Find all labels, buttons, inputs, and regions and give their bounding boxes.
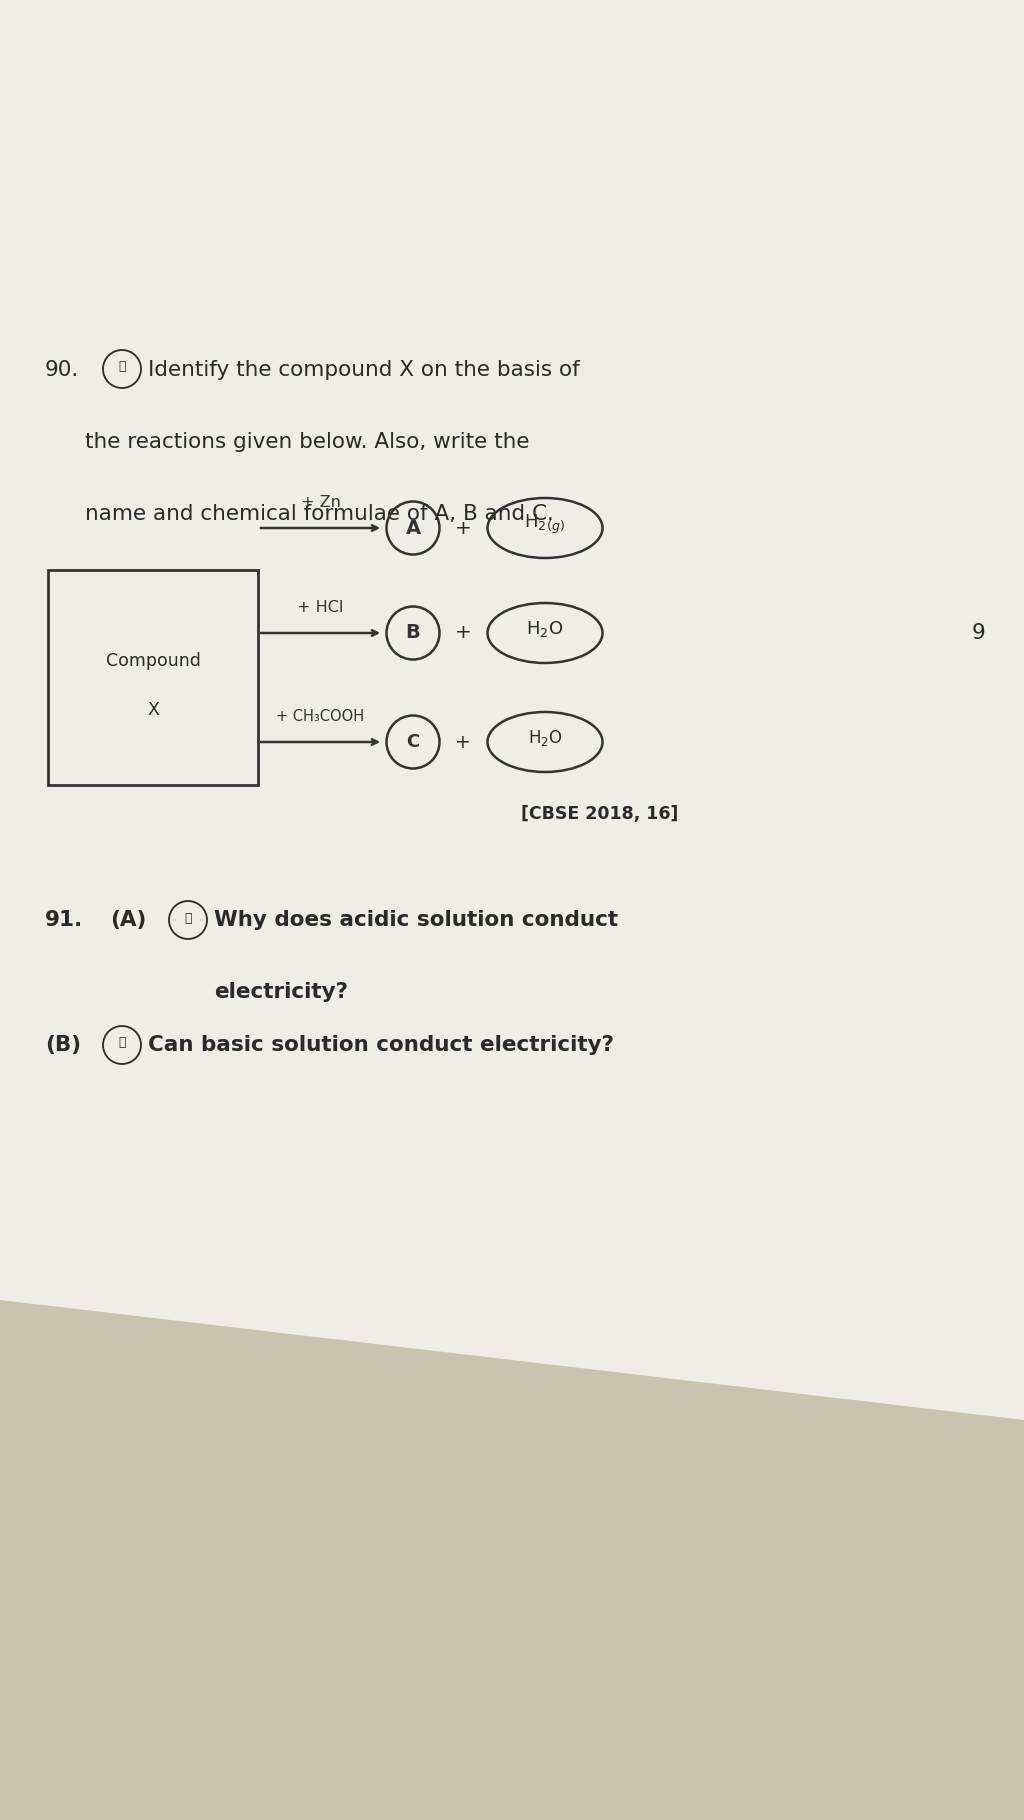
Text: B: B [406,624,421,642]
Text: A: A [406,519,421,537]
Bar [48,570,258,784]
Text: $\mathsf{H_2O}$: $\mathsf{H_2O}$ [527,728,562,748]
Text: 9: 9 [971,622,985,642]
Text: ⓐ: ⓐ [118,360,126,373]
Text: + CH₃COOH: + CH₃COOH [276,710,365,724]
Text: ⓐ: ⓐ [118,1037,126,1050]
Text: +: + [455,624,471,642]
Text: (A): (A) [110,910,146,930]
Text: + HCl: + HCl [297,601,344,615]
Text: + Zn: + Zn [301,495,340,510]
Text: [CBSE 2018, 16]: [CBSE 2018, 16] [521,804,679,823]
Text: Identify the compound X on the basis of: Identify the compound X on the basis of [148,360,580,380]
Polygon shape [0,0,1024,1420]
Text: Can basic solution conduct electricity?: Can basic solution conduct electricity? [148,1036,614,1056]
Text: electricity?: electricity? [214,983,348,1003]
Text: 91.: 91. [45,910,83,930]
Text: the reactions given below. Also, write the: the reactions given below. Also, write t… [85,431,529,451]
Text: ⓐ: ⓐ [184,912,191,925]
Text: $\mathsf{H_2O}$: $\mathsf{H_2O}$ [526,619,563,639]
Text: $\mathsf{H_2}_{(g)}$: $\mathsf{H_2}_{(g)}$ [524,513,565,535]
Text: X: X [147,701,159,719]
Text: 90.: 90. [45,360,79,380]
Text: Compound: Compound [105,652,201,670]
Text: Why does acidic solution conduct: Why does acidic solution conduct [214,910,618,930]
Text: (B): (B) [45,1036,81,1056]
Text: +: + [455,519,471,537]
Text: +: + [455,732,471,752]
Text: name and chemical formulae of A, B and C.: name and chemical formulae of A, B and C… [85,504,554,524]
Text: C: C [407,733,420,752]
